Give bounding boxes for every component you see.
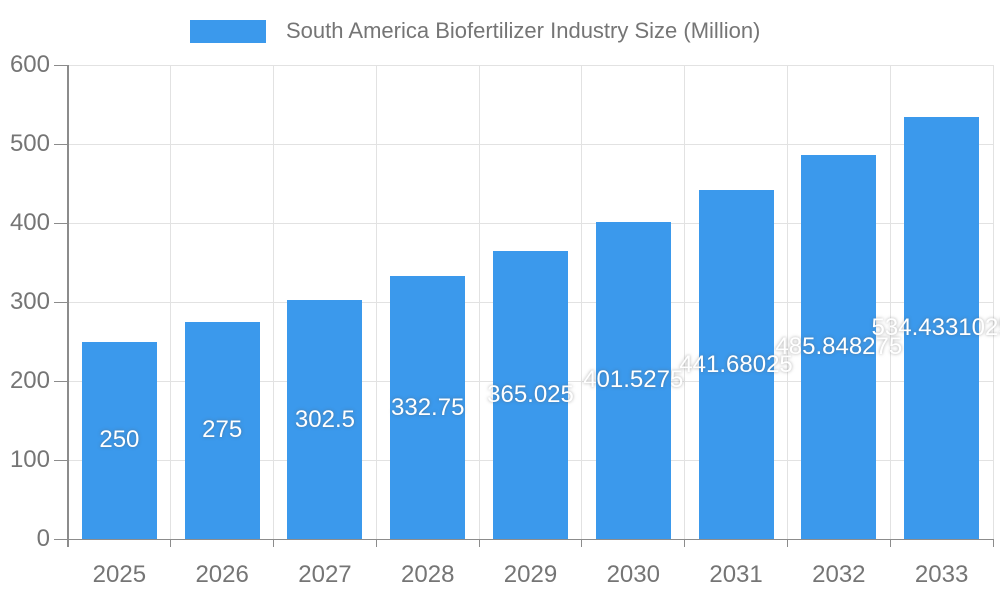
legend[interactable]: South America Biofertilizer Industry Siz… (190, 18, 760, 44)
bar-value-label: 401.5275 (583, 366, 684, 394)
y-axis-tick-label: 0 (36, 525, 50, 552)
x-axis-category-label: 2029 (503, 561, 558, 588)
x-axis-tick (273, 539, 275, 547)
x-axis-tick (581, 539, 583, 547)
gridline-vertical (170, 65, 172, 539)
gridline-vertical (478, 65, 480, 539)
bar-2029[interactable] (493, 250, 568, 539)
x-axis-tick (684, 539, 686, 547)
x-axis-tick (375, 539, 377, 547)
y-axis-tick (54, 301, 68, 303)
x-axis-category-label: 2032 (812, 561, 866, 588)
y-axis-tick-label: 600 (9, 51, 50, 78)
x-axis-category-label: 2026 (195, 561, 249, 588)
y-axis-tick-label: 500 (9, 130, 50, 157)
gridline-vertical (992, 65, 994, 539)
x-axis-tick (170, 539, 172, 547)
bar-2033[interactable] (904, 116, 980, 539)
legend-label: South America Biofertilizer Industry Siz… (286, 18, 761, 43)
gridline-horizontal (68, 143, 993, 145)
x-axis-tick (992, 539, 994, 547)
y-axis-tick (54, 143, 68, 145)
x-axis-category-label: 2025 (92, 561, 147, 588)
bar-2031[interactable] (698, 190, 774, 539)
legend-swatch-icon (190, 19, 266, 43)
y-axis-tick-label: 100 (9, 446, 50, 473)
y-axis-tick (54, 380, 68, 382)
y-axis-tick-label: 400 (9, 209, 50, 236)
x-axis-tick (889, 539, 891, 547)
x-axis-line (54, 538, 993, 540)
gridline-vertical (684, 65, 686, 539)
x-axis-category-label: 2030 (606, 561, 660, 588)
bar-2025[interactable] (81, 341, 157, 539)
y-axis-tick (54, 222, 68, 224)
x-axis-category-label: 2033 (914, 561, 969, 588)
bar-value-label: 275 (202, 416, 243, 444)
y-axis-tick-label: 300 (9, 288, 50, 315)
bar-2030[interactable] (595, 221, 671, 539)
y-axis-tick (54, 459, 68, 461)
bar-value-label: 485.848275 (775, 333, 903, 361)
gridline-horizontal (68, 64, 993, 66)
bar-value-label: 332.75 (391, 393, 465, 421)
bar-2026[interactable] (184, 321, 260, 539)
gridline-vertical (889, 65, 891, 539)
gridline-vertical (581, 65, 583, 539)
gridline-vertical (273, 65, 275, 539)
bar-value-label: 534.4331025 (871, 313, 1000, 341)
y-axis-tick (54, 64, 68, 66)
x-axis-tick (786, 539, 788, 547)
x-axis-category-label: 2027 (298, 561, 352, 588)
bar-2032[interactable] (801, 155, 877, 539)
bar-value-label: 250 (99, 426, 140, 454)
bar-2027[interactable] (287, 300, 363, 539)
gridline-vertical (375, 65, 377, 539)
bar-value-label: 441.68025 (679, 350, 793, 378)
bar-2028[interactable] (390, 276, 466, 539)
x-axis-category-label: 2031 (709, 561, 763, 588)
bar-value-label: 302.5 (294, 405, 355, 433)
gridline-horizontal (68, 222, 993, 224)
y-axis-line (67, 65, 69, 547)
x-axis-category-label: 2028 (401, 561, 455, 588)
x-axis-tick (478, 539, 480, 547)
y-axis-tick-label: 200 (9, 367, 50, 394)
bar-value-label: 365.025 (487, 380, 574, 408)
gridline-vertical (786, 65, 788, 539)
